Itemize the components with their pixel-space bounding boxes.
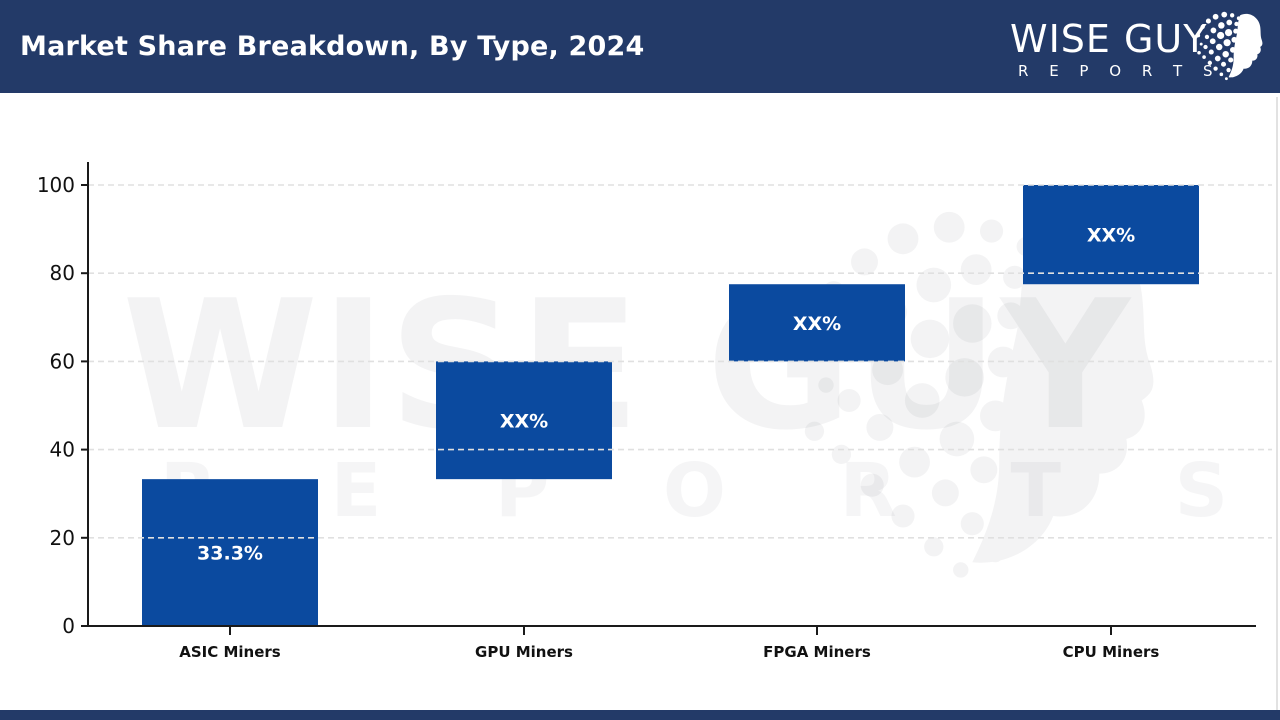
bar-label-gpu-miners: XX% [500,410,548,432]
chart-title: Market Share Breakdown, By Type, 2024 [20,31,645,62]
bar-label-cpu-miners: XX% [1087,225,1135,247]
logo-text-sub: R E P O R T S [1018,62,1220,80]
footer-bar [0,710,1280,720]
y-tick-label-20: 20 [50,526,75,550]
bar-asic-miners [142,479,318,626]
bar-label-asic-miners: 33.3% [197,543,263,565]
x-tick-label-fpga-miners: FPGA Miners [763,643,871,661]
y-tick-label-80: 80 [50,261,75,285]
x-tick-label-gpu-miners: GPU Miners [475,643,573,661]
y-tick-label-60: 60 [50,349,75,373]
header-bar: Market Share Breakdown, By Type, 2024 WI… [0,0,1280,93]
bar-label-fpga-miners: XX% [793,313,841,335]
x-tick-label-cpu-miners: CPU Miners [1063,643,1160,661]
bar-gpu-miners [436,361,612,480]
bar-fpga-miners [729,284,905,362]
y-tick-label-100: 100 [37,173,75,197]
x-tick-label-asic-miners: ASIC Miners [179,643,281,661]
wiseguy-logo-graphic: WISE GUY R E P O R T S [1010,11,1263,81]
wiseguy-logo: WISE GUY R E P O R T S [1010,4,1266,90]
bar-cpu-miners [1023,185,1199,285]
y-tick-label-0: 0 [62,614,75,638]
y-tick-label-40: 40 [50,438,75,462]
logo-text-main: WISE GUY [1010,17,1207,61]
